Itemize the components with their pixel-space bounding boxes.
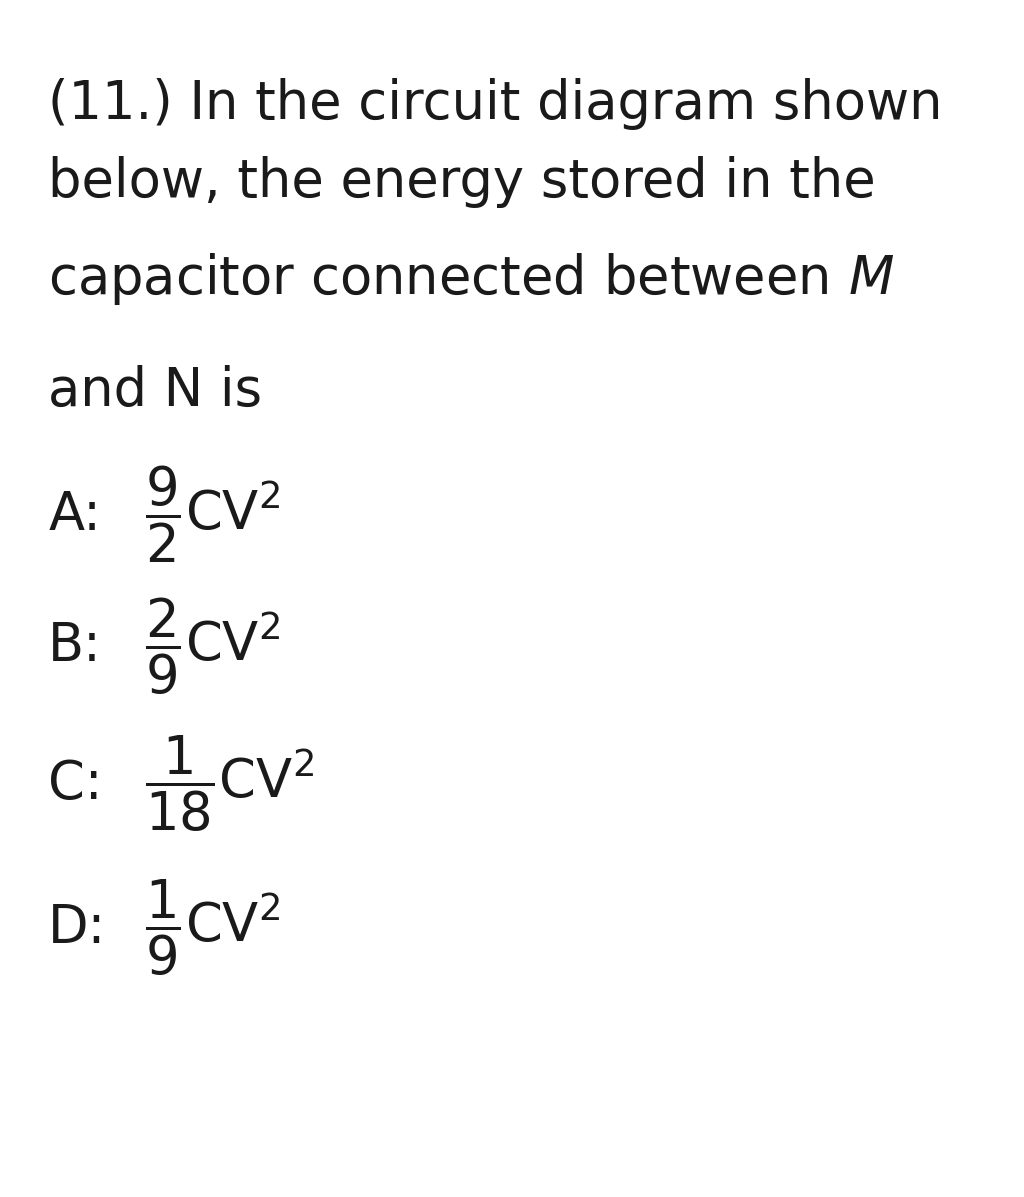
Text: (11.) In the circuit diagram shown: (11.) In the circuit diagram shown bbox=[48, 78, 943, 129]
Text: $\dfrac{9}{2}\mathrm{CV}^2$: $\dfrac{9}{2}\mathrm{CV}^2$ bbox=[145, 464, 281, 565]
Text: $\dfrac{1}{18}\mathrm{CV}^2$: $\dfrac{1}{18}\mathrm{CV}^2$ bbox=[145, 734, 314, 834]
Text: C:: C: bbox=[48, 758, 102, 810]
Text: B:: B: bbox=[48, 620, 102, 673]
Text: $\dfrac{1}{9}\mathrm{CV}^2$: $\dfrac{1}{9}\mathrm{CV}^2$ bbox=[145, 877, 281, 978]
Text: capacitor connected between $M$: capacitor connected between $M$ bbox=[48, 251, 895, 308]
Text: D:: D: bbox=[48, 901, 106, 954]
Text: and N is: and N is bbox=[48, 365, 262, 417]
Text: $\dfrac{2}{9}\mathrm{CV}^2$: $\dfrac{2}{9}\mathrm{CV}^2$ bbox=[145, 596, 281, 697]
Text: below, the energy stored in the: below, the energy stored in the bbox=[48, 156, 876, 207]
Text: A:: A: bbox=[48, 488, 101, 541]
